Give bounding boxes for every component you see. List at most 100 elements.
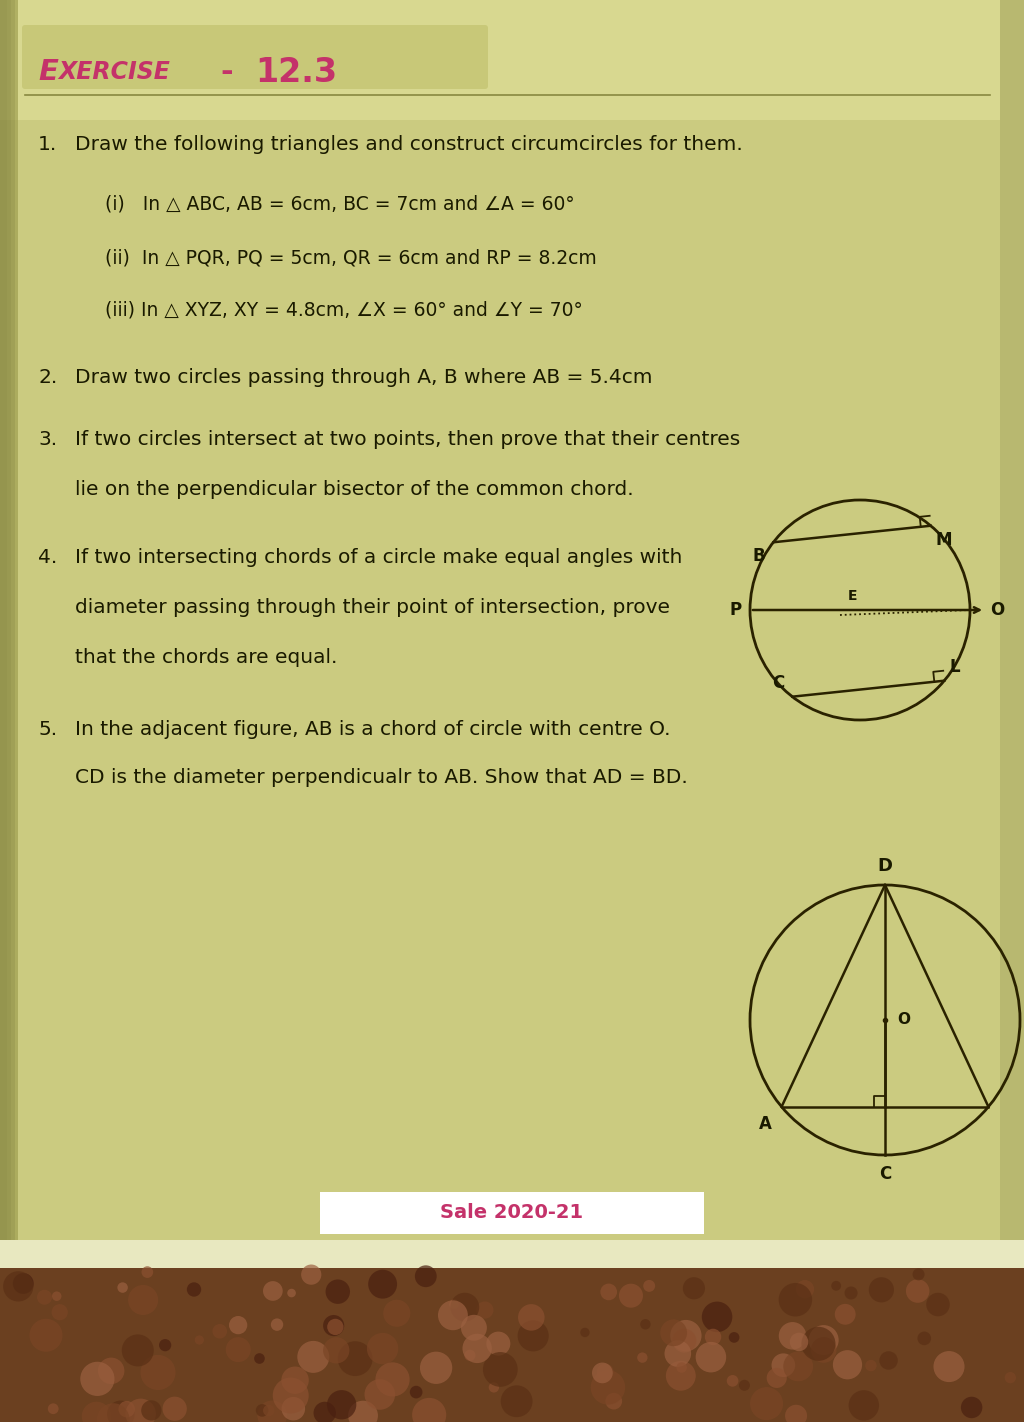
- Text: 1.: 1.: [38, 135, 57, 154]
- Circle shape: [412, 1398, 446, 1422]
- Circle shape: [126, 1399, 156, 1422]
- Circle shape: [195, 1335, 204, 1345]
- Circle shape: [666, 1361, 695, 1391]
- Text: D: D: [878, 857, 893, 875]
- Circle shape: [961, 1396, 982, 1418]
- Text: O: O: [897, 1012, 910, 1028]
- Circle shape: [918, 1331, 931, 1345]
- Circle shape: [282, 1367, 309, 1394]
- Circle shape: [415, 1266, 436, 1287]
- Text: (i)   In △ ABC, AB = 6cm, BC = 7cm and ∠A = 60°: (i) In △ ABC, AB = 6cm, BC = 7cm and ∠A …: [105, 195, 574, 213]
- Circle shape: [660, 1320, 687, 1347]
- Text: If two circles intersect at two points, then prove that their centres: If two circles intersect at two points, …: [75, 429, 740, 449]
- Circle shape: [790, 1332, 808, 1351]
- Circle shape: [327, 1391, 356, 1419]
- Text: Sale 2020-21: Sale 2020-21: [440, 1203, 584, 1223]
- Circle shape: [212, 1324, 227, 1338]
- Text: P: P: [730, 602, 742, 619]
- FancyBboxPatch shape: [22, 26, 488, 90]
- Text: If two intersecting chords of a circle make equal angles with: If two intersecting chords of a circle m…: [75, 547, 682, 567]
- Text: Draw the following triangles and construct circumcircles for them.: Draw the following triangles and constru…: [75, 135, 742, 154]
- Circle shape: [912, 1268, 925, 1280]
- Circle shape: [600, 1284, 617, 1300]
- Circle shape: [365, 1379, 395, 1409]
- Bar: [319, 1192, 705, 1234]
- Text: (iii) In △ XYZ, XY = 4.8cm, ∠X = 60° and ∠Y = 70°: (iii) In △ XYZ, XY = 4.8cm, ∠X = 60° and…: [105, 300, 583, 319]
- Text: -: -: [220, 57, 232, 87]
- Circle shape: [643, 1280, 655, 1291]
- Circle shape: [256, 1404, 268, 1416]
- Circle shape: [581, 1328, 590, 1337]
- Circle shape: [783, 1351, 813, 1381]
- Circle shape: [771, 1354, 796, 1376]
- Circle shape: [48, 1404, 58, 1413]
- Circle shape: [367, 1332, 398, 1364]
- Circle shape: [779, 1322, 806, 1349]
- Circle shape: [488, 1382, 499, 1392]
- Text: 5.: 5.: [38, 720, 57, 739]
- Text: L: L: [949, 658, 959, 675]
- Text: XERCISE: XERCISE: [58, 60, 170, 84]
- Bar: [0, 0, 11, 1422]
- Circle shape: [82, 1402, 111, 1422]
- Circle shape: [927, 1293, 950, 1317]
- Circle shape: [98, 1358, 124, 1384]
- Circle shape: [324, 1337, 349, 1364]
- Circle shape: [451, 1293, 479, 1321]
- Bar: [0, 0, 18, 1422]
- Circle shape: [141, 1402, 154, 1415]
- Circle shape: [108, 1401, 134, 1422]
- Circle shape: [338, 1341, 373, 1376]
- Circle shape: [1005, 1372, 1016, 1384]
- Circle shape: [683, 1277, 705, 1300]
- Circle shape: [464, 1349, 475, 1361]
- Circle shape: [591, 1371, 626, 1405]
- Circle shape: [118, 1283, 128, 1293]
- Circle shape: [97, 1404, 130, 1422]
- Circle shape: [141, 1266, 154, 1278]
- Circle shape: [597, 1364, 613, 1381]
- Circle shape: [272, 1378, 308, 1413]
- Text: 3.: 3.: [38, 429, 57, 449]
- Circle shape: [461, 1315, 486, 1341]
- Circle shape: [811, 1337, 837, 1362]
- Circle shape: [750, 1386, 783, 1421]
- Circle shape: [637, 1352, 647, 1362]
- Circle shape: [225, 1337, 251, 1362]
- Text: 2.: 2.: [38, 368, 57, 387]
- Circle shape: [450, 1300, 459, 1310]
- Circle shape: [671, 1320, 701, 1351]
- Circle shape: [906, 1280, 930, 1303]
- Bar: [0, 0, 1024, 119]
- Circle shape: [809, 1325, 839, 1355]
- Text: A: A: [759, 1115, 772, 1133]
- Circle shape: [778, 1283, 812, 1317]
- Circle shape: [802, 1327, 836, 1361]
- Circle shape: [323, 1315, 344, 1337]
- Text: In the adjacent figure, AB is a chord of circle with centre O.: In the adjacent figure, AB is a chord of…: [75, 720, 671, 739]
- Circle shape: [128, 1285, 158, 1315]
- Circle shape: [865, 1359, 877, 1371]
- Text: diameter passing through their point of intersection, prove: diameter passing through their point of …: [75, 599, 670, 617]
- Circle shape: [37, 1290, 52, 1305]
- Text: lie on the perpendicular bisector of the common chord.: lie on the perpendicular bisector of the…: [75, 481, 634, 499]
- Text: C: C: [879, 1165, 891, 1183]
- Bar: [1000, 0, 1024, 1422]
- Circle shape: [701, 1301, 732, 1332]
- Circle shape: [410, 1386, 423, 1398]
- Circle shape: [270, 1318, 284, 1331]
- Circle shape: [263, 1281, 283, 1301]
- Text: 12.3: 12.3: [255, 55, 337, 88]
- Text: E: E: [38, 58, 58, 85]
- Circle shape: [739, 1379, 750, 1391]
- Circle shape: [835, 1304, 856, 1325]
- Circle shape: [348, 1401, 378, 1422]
- Circle shape: [52, 1291, 61, 1301]
- Text: M: M: [936, 530, 952, 549]
- Circle shape: [517, 1320, 549, 1351]
- Circle shape: [12, 1273, 34, 1294]
- Text: (ii)  In △ PQR, PQ = 5cm, QR = 6cm and RP = 8.2cm: (ii) In △ PQR, PQ = 5cm, QR = 6cm and RP…: [105, 247, 597, 267]
- Circle shape: [868, 1277, 894, 1303]
- Circle shape: [163, 1396, 186, 1421]
- Circle shape: [677, 1362, 687, 1372]
